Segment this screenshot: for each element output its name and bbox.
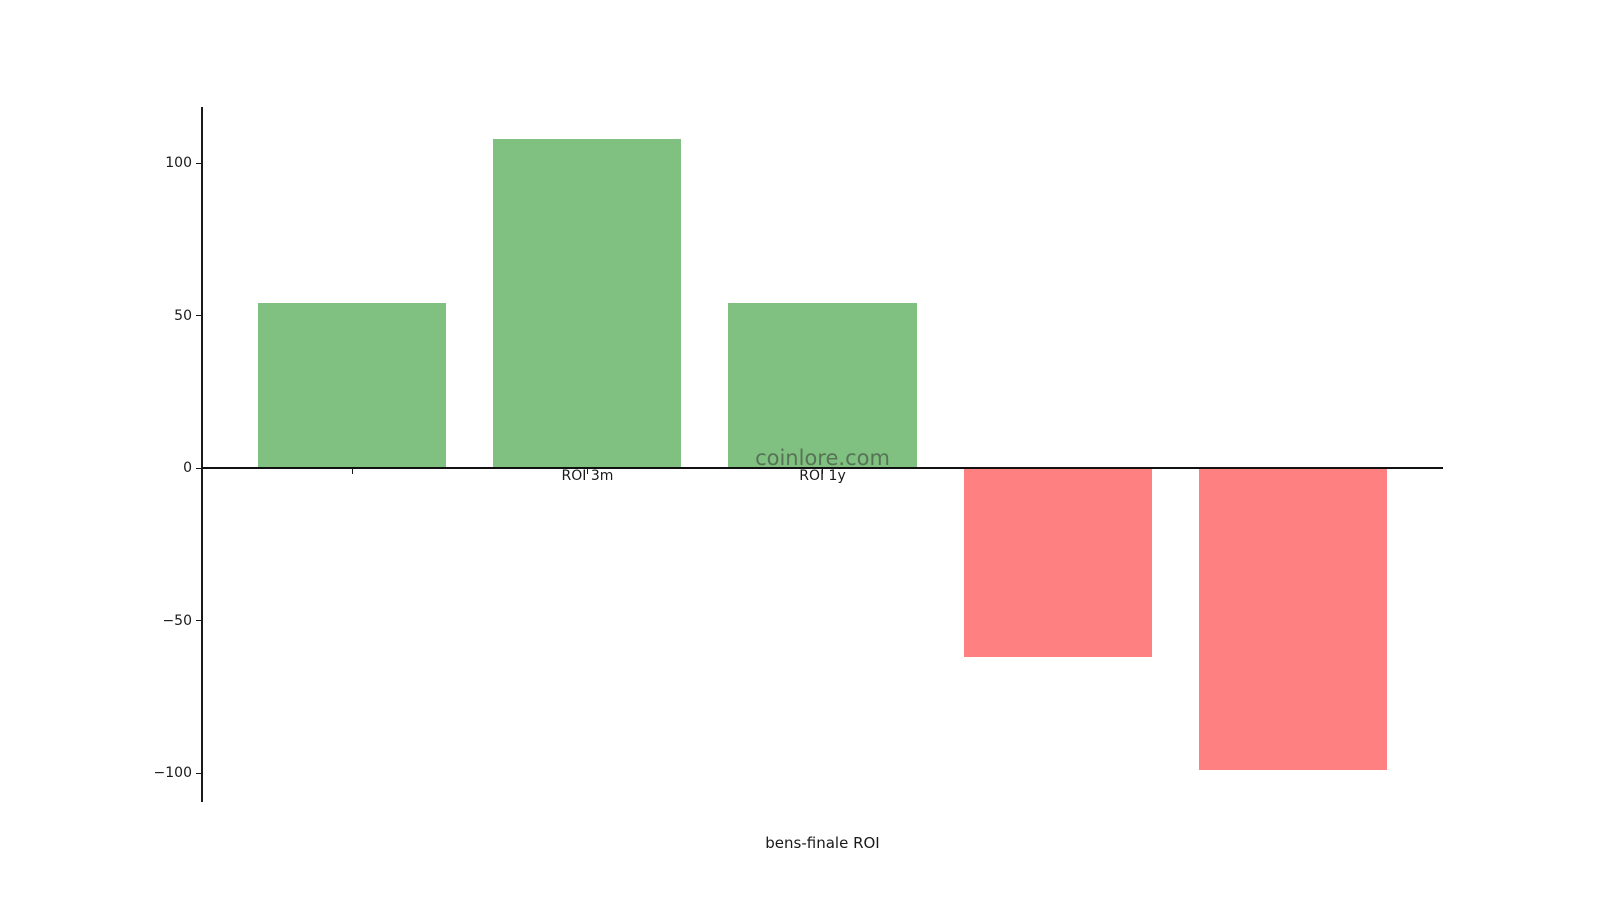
y-tick-label: 0 [183,460,192,477]
x-tick-label: ROI 3m [561,468,614,485]
y-tick-mark [196,620,201,622]
y-tick-label: 100 [165,155,192,172]
y-axis-spine [201,107,203,802]
y-tick-mark [196,772,201,774]
x-axis-zero-line [202,467,1443,469]
y-tick-mark [196,467,201,469]
bar-3-negative [963,468,1152,658]
bar-0-positive [258,303,447,469]
x-tick-mark [351,468,353,474]
watermark: coinlore.com [755,445,890,470]
y-tick-label: −100 [153,765,192,782]
y-tick-label: −50 [162,612,192,629]
y-tick-mark [196,315,201,317]
x-tick-mark [821,468,824,474]
bar-4-negative [1198,468,1387,771]
bar-1-positive [493,138,682,469]
x-axis-title: bens-finale ROI [765,834,880,852]
x-tick-mark [586,468,589,474]
y-tick-label: 50 [174,307,192,324]
x-tick-label: ROI 1y [799,468,846,485]
bar-2-positive [728,303,917,469]
y-tick-mark [196,162,201,164]
